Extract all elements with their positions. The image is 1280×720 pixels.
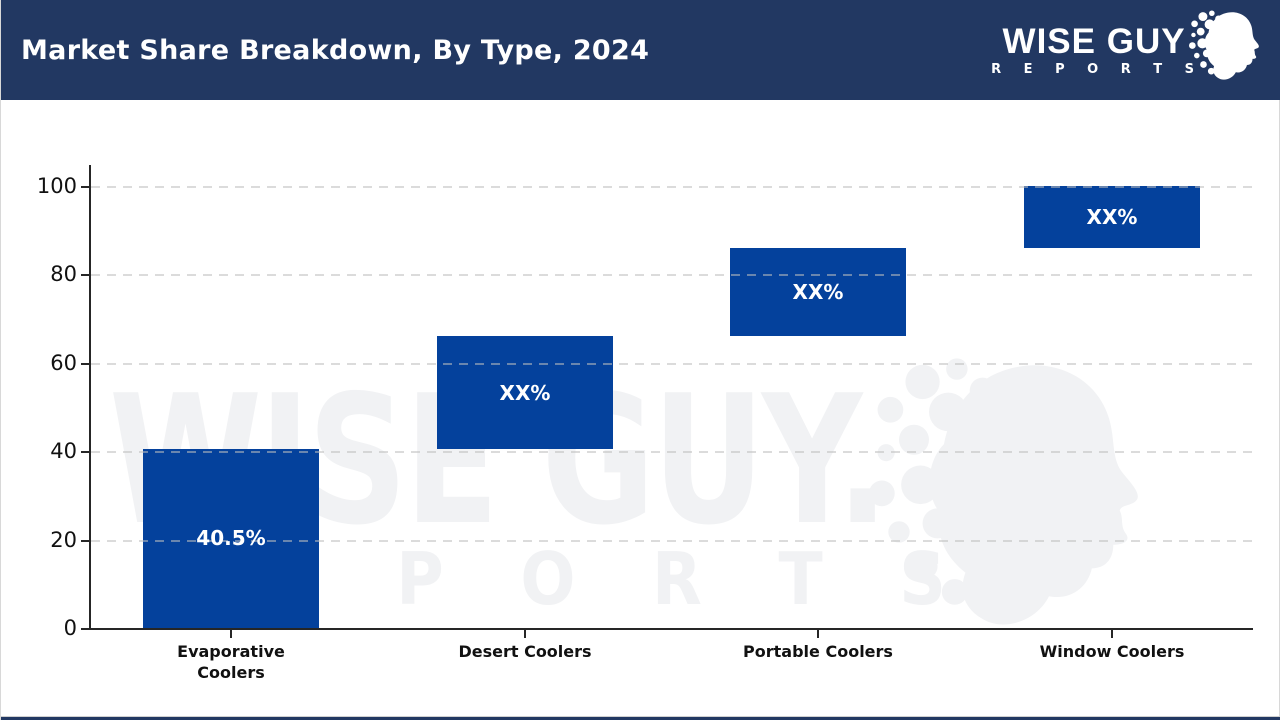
- x-axis-line: [89, 628, 1253, 630]
- gridline: [91, 363, 1253, 365]
- bar-1[interactable]: [437, 336, 613, 449]
- x-tick-mark: [817, 630, 819, 638]
- y-axis-line: [89, 165, 91, 630]
- page-title: Market Share Breakdown, By Type, 2024: [21, 34, 650, 66]
- x-category-label: Window Coolers: [1039, 642, 1185, 661]
- gridline: [91, 274, 1253, 276]
- y-tick-label: 20: [50, 528, 77, 552]
- bar-value-label: 40.5%: [196, 526, 266, 550]
- logo-text: WISE GUY R E P O R T S: [985, 24, 1203, 77]
- x-tick-mark: [230, 630, 232, 638]
- gridline: [91, 186, 1253, 188]
- bar-value-label: XX%: [792, 280, 844, 304]
- gridline: [91, 451, 1253, 453]
- y-tick-mark: [81, 274, 89, 276]
- y-tick-mark: [81, 363, 89, 365]
- logo-wordmark: WISE GUY: [1002, 21, 1186, 61]
- y-tick-label: 40: [50, 439, 77, 463]
- wise-guy-logo: WISE GUY R E P O R T S: [985, 0, 1267, 100]
- y-tick-mark: [81, 628, 89, 630]
- y-tick-mark: [81, 540, 89, 542]
- bar-value-label: XX%: [1086, 205, 1138, 229]
- y-tick-label: 100: [36, 174, 77, 198]
- x-category-label: Evaporative Coolers: [177, 642, 285, 682]
- x-tick-mark: [1111, 630, 1113, 638]
- bar-0[interactable]: [143, 449, 319, 628]
- watermark-profile-face-icon: [869, 358, 1138, 625]
- y-tick-label: 80: [50, 262, 77, 286]
- footer-strip: [1, 716, 1280, 720]
- x-category-label: Portable Coolers: [743, 642, 893, 661]
- y-tick-label: 0: [63, 616, 77, 640]
- bar-value-label: XX%: [499, 381, 551, 405]
- x-tick-mark: [524, 630, 526, 638]
- dotted-profile-face-icon: [1189, 10, 1259, 80]
- y-tick-mark: [81, 451, 89, 453]
- y-tick-label: 60: [50, 351, 77, 375]
- logo-subtitle: R E P O R T S: [991, 61, 1203, 77]
- y-tick-mark: [81, 186, 89, 188]
- chart-plot-area: WISE GUY. R E P O R T S 0 20 40 60 80 100 40.5…: [1, 100, 1280, 716]
- x-category-label: Desert Coolers: [458, 642, 592, 661]
- header-bar: Market Share Breakdown, By Type, 2024 WI…: [1, 0, 1280, 100]
- bar-2[interactable]: [730, 248, 906, 336]
- bar-3[interactable]: [1024, 186, 1200, 248]
- gridline: [91, 540, 1253, 542]
